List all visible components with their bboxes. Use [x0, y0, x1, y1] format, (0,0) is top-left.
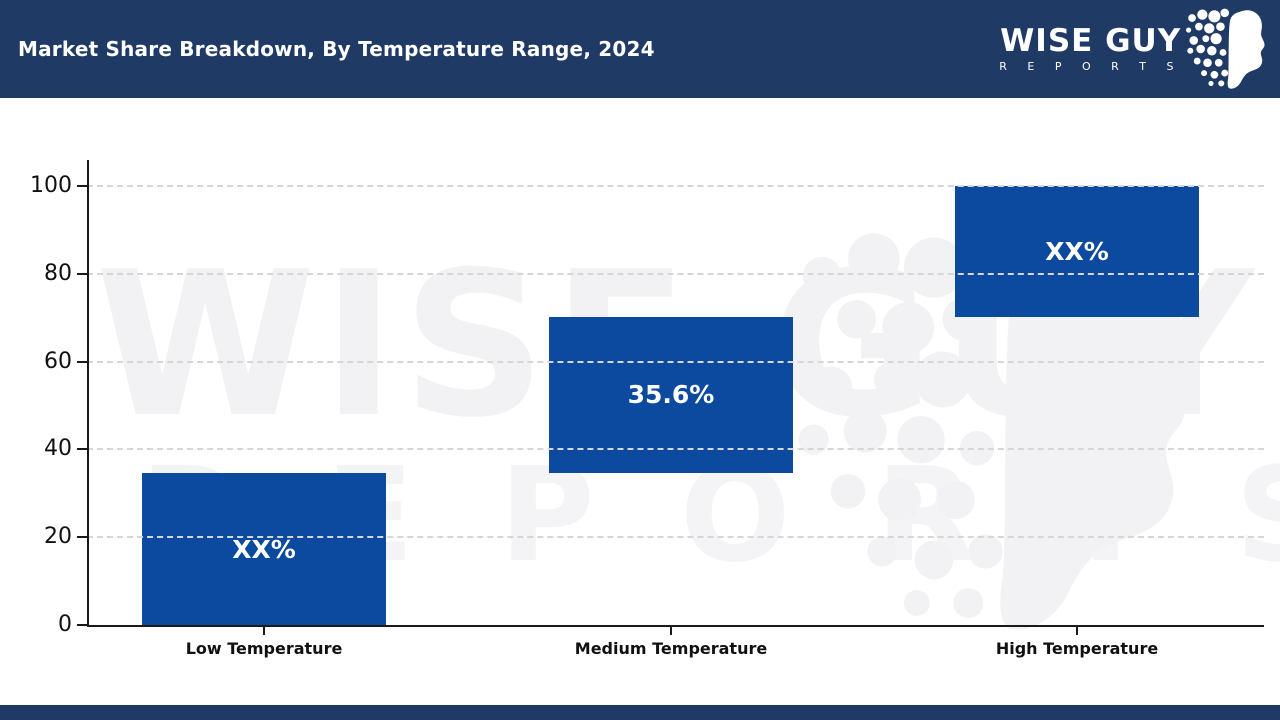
bar	[549, 316, 793, 474]
chart-area: WISE GUY R E P O R T S XX% 35.6% XX% 0 20 40 6…	[0, 98, 1280, 705]
logo-text: WISE GUY R E P O R T S	[999, 23, 1182, 73]
bar-label: 35.6%	[627, 380, 715, 410]
y-tick-mark	[77, 448, 87, 451]
y-tick-mark	[77, 185, 87, 187]
x-category-label: Medium Temperature	[574, 639, 768, 658]
page-title: Market Share Breakdown, By Temperature R…	[18, 37, 655, 61]
y-tick-mark	[77, 624, 87, 626]
plot: XX% 35.6% XX% 0 20 40 60 80 100 Low Temperature Me…	[0, 98, 1280, 705]
x-tick-mark	[263, 627, 265, 635]
y-tick-label: 0	[58, 612, 72, 637]
bar	[955, 186, 1199, 317]
y-tick-mark	[77, 536, 87, 539]
y-axis-spine	[87, 160, 89, 627]
y-tick-label: 100	[30, 173, 72, 198]
header: Market Share Breakdown, By Temperature R…	[0, 0, 1280, 98]
y-tick-label: 20	[44, 524, 72, 550]
x-category-label: Low Temperature	[185, 639, 343, 658]
logo-wordmark: WISE GUY	[1000, 23, 1182, 59]
y-tick-label: 60	[44, 348, 72, 374]
x-tick-mark	[670, 627, 672, 635]
y-tick-mark	[77, 360, 87, 363]
x-axis-spine	[87, 625, 1264, 627]
wise-guy-logo: WISE GUY R E P O R T S	[999, 5, 1266, 93]
bar-label: XX%	[1045, 236, 1109, 266]
grid-line	[87, 360, 1264, 363]
y-tick-label: 80	[44, 260, 72, 286]
footer-bar	[0, 705, 1280, 720]
x-tick-mark	[1076, 627, 1078, 635]
grid-line	[87, 185, 1264, 187]
y-tick-label: 40	[44, 436, 72, 462]
x-category-label: High Temperature	[995, 639, 1159, 658]
grid-line	[87, 272, 1264, 275]
bar-label: XX%	[232, 534, 296, 564]
logo-face-icon	[1186, 8, 1265, 89]
y-tick-mark	[77, 272, 87, 275]
logo-subtitle: R E P O R T S	[999, 60, 1182, 73]
bar	[142, 473, 386, 625]
grid-line	[87, 448, 1264, 451]
grid-line	[87, 536, 1264, 539]
